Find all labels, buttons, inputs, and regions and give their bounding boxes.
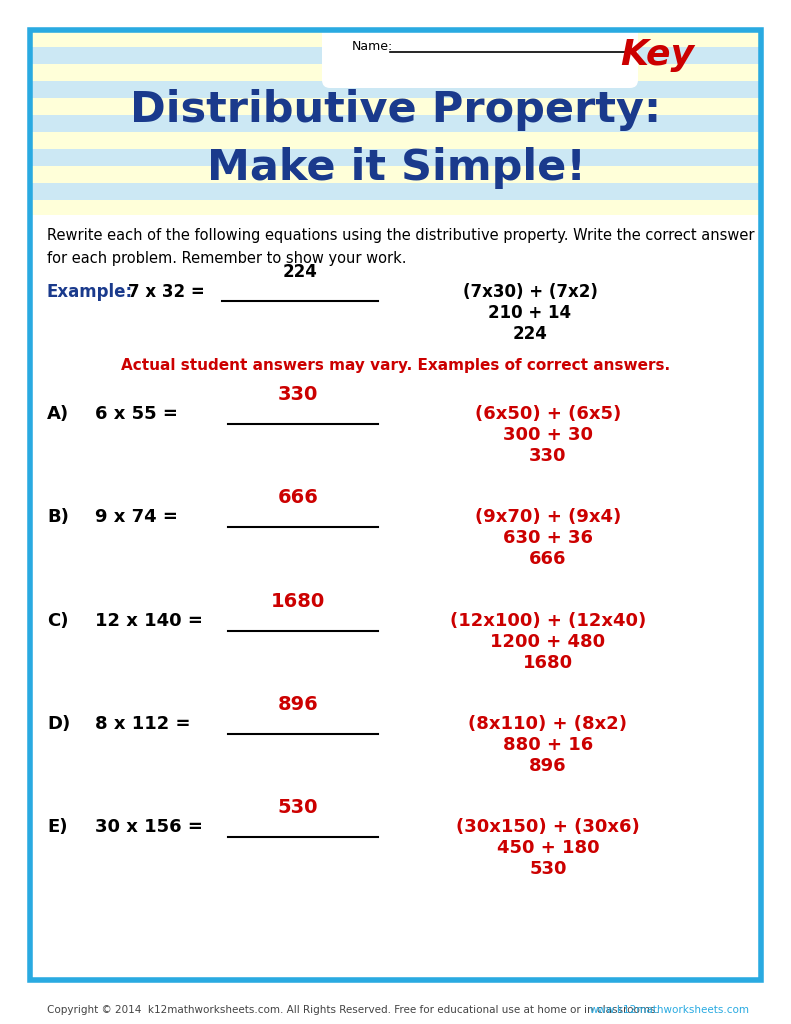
- Text: (8x110) + (8x2): (8x110) + (8x2): [468, 715, 627, 733]
- Text: (30x150) + (30x6): (30x150) + (30x6): [456, 818, 640, 836]
- Text: www.k12mathworksheets.com: www.k12mathworksheets.com: [590, 1005, 750, 1015]
- Text: 1680: 1680: [523, 654, 573, 672]
- Bar: [30, 183, 761, 200]
- Text: 896: 896: [529, 757, 567, 775]
- Text: (9x70) + (9x4): (9x70) + (9x4): [475, 508, 621, 526]
- Text: Key: Key: [620, 38, 694, 72]
- Text: Example:: Example:: [47, 283, 133, 301]
- Text: 530: 530: [529, 860, 566, 878]
- Bar: [30, 81, 761, 98]
- Text: 9 x 74 =: 9 x 74 =: [95, 508, 178, 526]
- Text: 7 x 32 =: 7 x 32 =: [128, 283, 205, 301]
- Bar: [30, 166, 761, 183]
- Text: Actual student answers may vary. Examples of correct answers.: Actual student answers may vary. Example…: [122, 358, 671, 373]
- Text: (6x50) + (6x5): (6x50) + (6x5): [475, 406, 621, 423]
- Text: 210 + 14: 210 + 14: [488, 304, 572, 322]
- FancyBboxPatch shape: [322, 20, 638, 88]
- Bar: [32, 215, 759, 980]
- Text: (7x30) + (7x2): (7x30) + (7x2): [463, 283, 597, 301]
- Text: 450 + 180: 450 + 180: [497, 839, 600, 857]
- Text: 300 + 30: 300 + 30: [503, 426, 593, 444]
- Text: (12x100) + (12x40): (12x100) + (12x40): [450, 612, 646, 630]
- Text: 6 x 55 =: 6 x 55 =: [95, 406, 178, 423]
- Text: D): D): [47, 715, 70, 733]
- Text: E): E): [47, 818, 67, 836]
- Text: Rewrite each of the following equations using the distributive property. Write t: Rewrite each of the following equations …: [47, 228, 755, 266]
- Text: Distributive Property:: Distributive Property:: [131, 89, 661, 131]
- Text: 12 x 140 =: 12 x 140 =: [95, 612, 202, 630]
- Bar: [30, 63, 761, 81]
- Text: 630 + 36: 630 + 36: [503, 529, 593, 547]
- Text: 8 x 112 =: 8 x 112 =: [95, 715, 191, 733]
- Text: Make it Simple!: Make it Simple!: [206, 147, 585, 189]
- Bar: [30, 30, 761, 47]
- Text: B): B): [47, 508, 69, 526]
- Bar: [30, 98, 761, 115]
- Text: 896: 896: [278, 695, 318, 714]
- Bar: [30, 115, 761, 132]
- Text: 330: 330: [529, 447, 566, 465]
- Bar: [30, 200, 761, 215]
- Text: C): C): [47, 612, 69, 630]
- Text: 330: 330: [278, 385, 318, 404]
- Text: Copyright © 2014  k12mathworksheets.com. All Rights Reserved. Free for education: Copyright © 2014 k12mathworksheets.com. …: [47, 1005, 659, 1015]
- Text: 530: 530: [278, 798, 318, 817]
- Text: 224: 224: [513, 325, 547, 343]
- Bar: [30, 132, 761, 150]
- Text: A): A): [47, 406, 69, 423]
- Text: 224: 224: [282, 263, 317, 281]
- Text: Name:: Name:: [352, 41, 393, 53]
- Text: 666: 666: [529, 550, 566, 568]
- Text: 1200 + 480: 1200 + 480: [490, 633, 606, 651]
- Bar: [30, 47, 761, 63]
- Text: 666: 666: [278, 488, 319, 507]
- Text: 1680: 1680: [271, 592, 325, 611]
- Text: 880 + 16: 880 + 16: [503, 736, 593, 754]
- Bar: [30, 150, 761, 166]
- Text: 30 x 156 =: 30 x 156 =: [95, 818, 202, 836]
